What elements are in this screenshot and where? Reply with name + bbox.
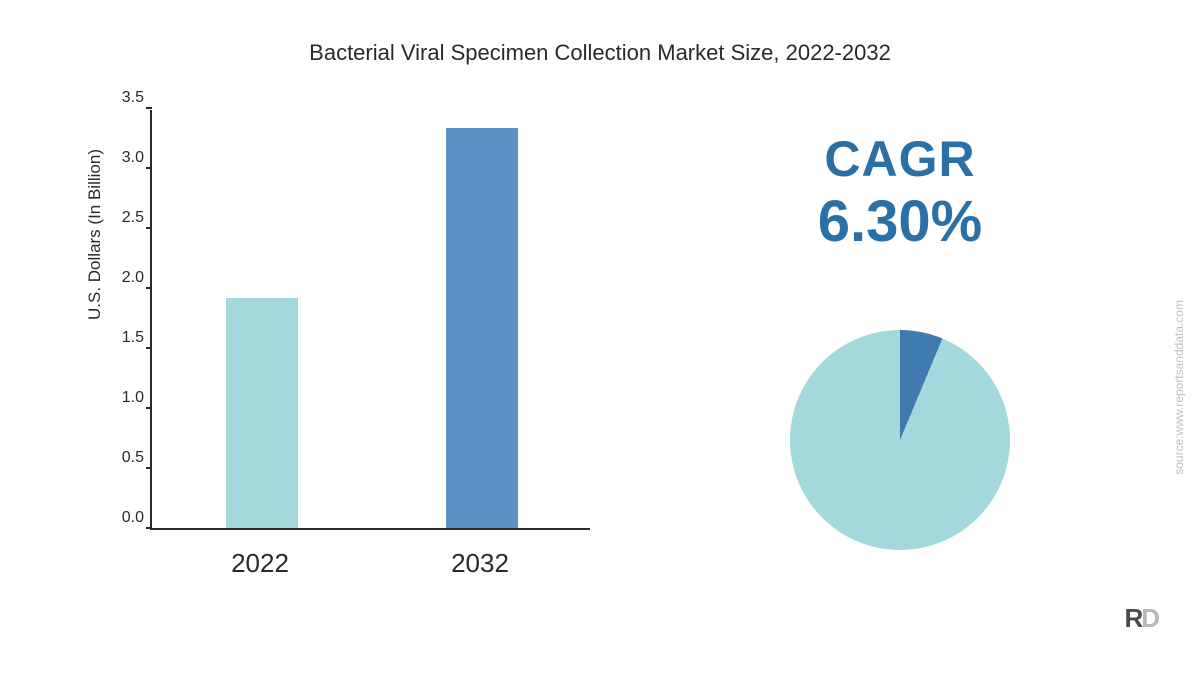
y-tick-3: 1.5 — [122, 329, 144, 347]
cagr-block: CAGR 6.30% — [760, 130, 1040, 255]
bar-2022 — [226, 298, 299, 528]
cagr-value: 6.30% — [760, 188, 1040, 255]
y-tick-mark — [146, 467, 152, 469]
y-tick-mark — [146, 287, 152, 289]
x-label-2032: 2032 — [451, 548, 509, 579]
y-tick-6: 3.0 — [122, 149, 144, 167]
y-tick-4: 2.0 — [122, 269, 144, 287]
cagr-label: CAGR — [760, 130, 1040, 188]
bar-chart: 0.0 0.5 1.0 1.5 2.0 2.5 3.0 3.5 2022 203… — [150, 110, 590, 530]
x-label-2022: 2022 — [231, 548, 289, 579]
y-tick-mark — [146, 167, 152, 169]
y-tick-2: 1.0 — [122, 389, 144, 407]
y-tick-mark — [146, 107, 152, 109]
y-tick-7: 3.5 — [122, 89, 144, 107]
y-tick-mark — [146, 407, 152, 409]
y-tick-5: 2.5 — [122, 209, 144, 227]
source-text: source:www.reportsanddata.com — [1172, 300, 1186, 475]
y-tick-mark — [146, 527, 152, 529]
pie-chart — [790, 330, 1010, 550]
y-tick-mark — [146, 347, 152, 349]
pie-circle — [790, 330, 1010, 550]
y-tick-1: 0.5 — [122, 449, 144, 467]
logo: RD — [1124, 603, 1158, 634]
y-axis-label: U.S. Dollars (In Billion) — [85, 149, 105, 320]
logo-r: R — [1124, 603, 1141, 633]
bar-2032 — [446, 128, 519, 528]
plot-area: 0.0 0.5 1.0 1.5 2.0 2.5 3.0 3.5 — [150, 110, 590, 530]
logo-d: D — [1141, 603, 1158, 633]
y-tick-mark — [146, 227, 152, 229]
chart-title: Bacterial Viral Specimen Collection Mark… — [0, 40, 1200, 66]
y-tick-0: 0.0 — [122, 509, 144, 527]
